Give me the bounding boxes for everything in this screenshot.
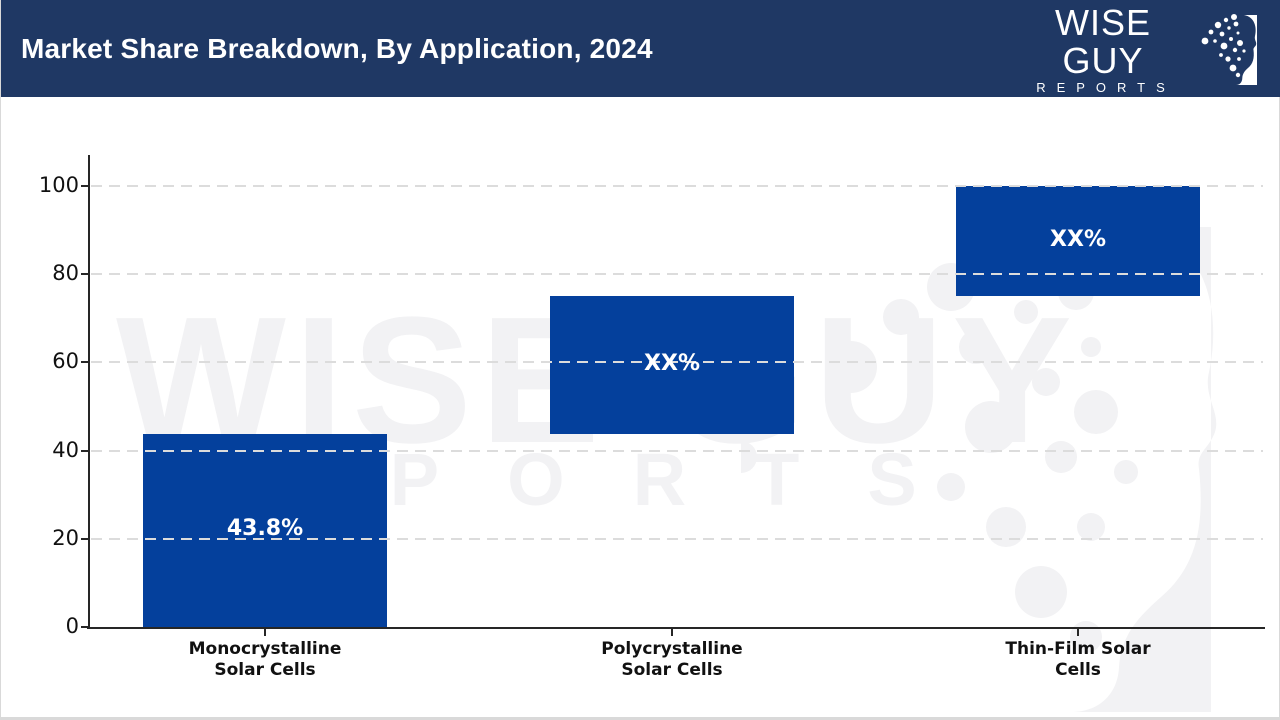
y-tick-label-0: 0 bbox=[65, 614, 79, 638]
header-bar: Market Share Breakdown, By Application, … bbox=[1, 0, 1280, 97]
x-tick-mark-2 bbox=[671, 629, 673, 636]
y-tick-mark-20 bbox=[81, 537, 88, 540]
y-tick-mark-0 bbox=[81, 626, 88, 628]
bar-segment-2 bbox=[550, 296, 794, 434]
gridline-100 bbox=[91, 185, 1263, 187]
y-tick-mark-80 bbox=[81, 273, 88, 276]
x-tick-mark-3 bbox=[1077, 629, 1079, 636]
y-tick-mark-60 bbox=[81, 361, 88, 364]
y-tick-label-80: 80 bbox=[52, 261, 79, 286]
logo-face-icon bbox=[1201, 14, 1257, 85]
x-category-label-2: Polycrystalline Solar Cells bbox=[601, 639, 743, 680]
bar-value-label-2: XX% bbox=[644, 351, 700, 377]
x-axis-line bbox=[87, 627, 1265, 629]
gridline-20 bbox=[91, 537, 1263, 540]
bar-value-label-3: XX% bbox=[1050, 227, 1106, 253]
bar-segment-1 bbox=[143, 433, 387, 627]
logo-wiseguy-label: WISE GUY bbox=[1054, 2, 1151, 81]
x-category-label-3: Thin-Film Solar Cells bbox=[1005, 639, 1151, 680]
gridline-60 bbox=[91, 361, 1263, 364]
y-tick-mark-100 bbox=[81, 185, 88, 187]
gridline-80 bbox=[91, 273, 1263, 276]
y-tick-mark-40 bbox=[81, 449, 88, 452]
y-tick-label-40: 40 bbox=[52, 437, 79, 462]
page-title: Market Share Breakdown, By Application, … bbox=[21, 32, 653, 64]
y-tick-label-20: 20 bbox=[52, 525, 79, 550]
x-tick-mark-1 bbox=[264, 629, 266, 636]
logo-reports-label: REPORTS bbox=[1036, 80, 1176, 95]
wise-guy-reports-logo: WISE GUY REPORTS bbox=[1013, 4, 1263, 95]
y-tick-label-60: 60 bbox=[52, 349, 79, 374]
bar-segment-3 bbox=[956, 186, 1200, 297]
y-axis-line bbox=[88, 155, 90, 629]
logo-text: WISE GUY REPORTS bbox=[1013, 4, 1193, 96]
y-tick-label-100: 100 bbox=[38, 173, 79, 197]
gridline-40 bbox=[91, 449, 1263, 452]
x-category-label-1: Monocrystalline Solar Cells bbox=[188, 639, 342, 680]
bar-value-label-1: 43.8% bbox=[226, 516, 304, 542]
